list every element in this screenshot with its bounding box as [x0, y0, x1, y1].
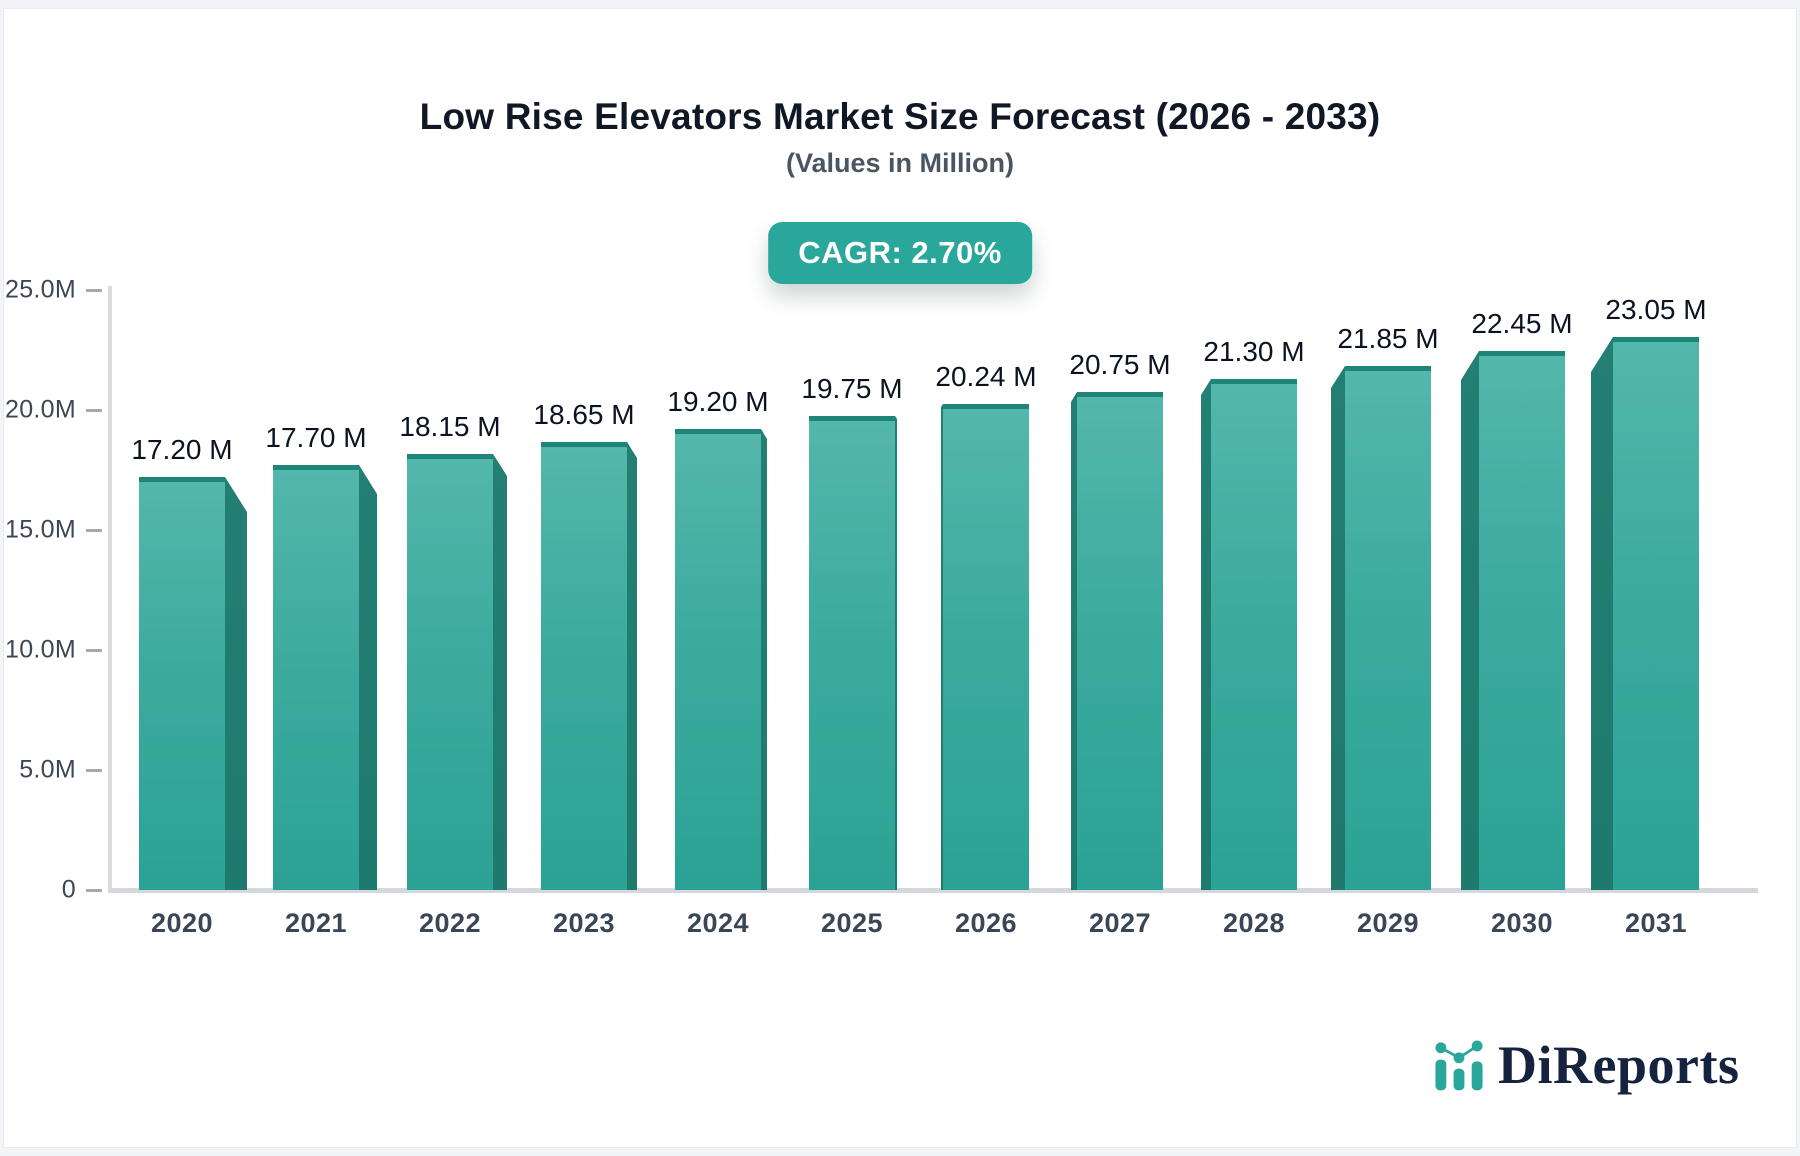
- bar-side: [761, 429, 767, 890]
- bar-face: [139, 477, 225, 890]
- bar-side: [895, 416, 897, 890]
- bar-side: [1331, 366, 1345, 890]
- x-axis-label: 2024: [686, 908, 750, 938]
- x-axis-label: 2020: [150, 908, 214, 938]
- bar-face: [407, 454, 493, 890]
- cagr-badge: CAGR: 2.70%: [768, 222, 1032, 284]
- y-axis-label: 25.0M: [5, 275, 76, 304]
- bar-value-label: 21.85 M: [1337, 323, 1439, 354]
- y-axis-label: 0: [61, 875, 76, 904]
- y-axis-tick: [86, 409, 102, 412]
- x-axis-label: 2031: [1624, 908, 1688, 938]
- y-axis-label: 5.0M: [19, 755, 76, 784]
- bar-value-label: 18.15 M: [399, 411, 501, 442]
- y-axis-label: 10.0M: [5, 635, 76, 664]
- bar-2031: [1591, 337, 1699, 890]
- bar-value-label: 20.24 M: [935, 361, 1037, 392]
- bar-face: [541, 442, 627, 890]
- y-axis-tick: [86, 529, 102, 532]
- bar-value-label: 19.75 M: [801, 373, 903, 404]
- x-axis-label: 2030: [1490, 908, 1554, 938]
- bar-side: [1201, 379, 1211, 890]
- bar-face: [1077, 392, 1163, 890]
- x-axis-label: 2028: [1222, 908, 1286, 938]
- bar-face: [943, 404, 1029, 890]
- x-axis-label: 2029: [1356, 908, 1420, 938]
- bar-2027: [1071, 392, 1163, 890]
- y-axis-label: 20.0M: [5, 395, 76, 424]
- y-axis-tick: [86, 889, 102, 892]
- bar-value-label: 18.65 M: [533, 399, 635, 430]
- bar-2028: [1201, 379, 1297, 890]
- bar-face: [809, 416, 895, 890]
- page-title: Low Rise Elevators Market Size Forecast …: [419, 96, 1381, 137]
- bar-value-label: 17.20 M: [131, 434, 233, 465]
- x-axis-label: 2021: [284, 908, 348, 938]
- bar-face: [1211, 379, 1297, 890]
- y-axis-tick: [86, 649, 102, 652]
- bar-2026: [941, 404, 1029, 890]
- x-axis-label: 2022: [418, 908, 482, 938]
- bar-2029: [1331, 366, 1431, 890]
- bar-2021: [273, 465, 377, 890]
- bar-side: [1071, 392, 1077, 890]
- brand-logo-icon: [1435, 1040, 1483, 1091]
- bar-2025: [809, 416, 897, 890]
- bar-side: [359, 465, 377, 890]
- x-axis-label: 2027: [1088, 908, 1152, 938]
- bar-face: [1613, 337, 1699, 890]
- y-axis-label: 15.0M: [5, 515, 76, 544]
- bar-face: [675, 429, 761, 890]
- bar-2022: [407, 454, 507, 890]
- bar-side: [1461, 351, 1479, 890]
- bar-face: [1479, 351, 1565, 890]
- bar-value-label: 22.45 M: [1471, 308, 1573, 339]
- bar-side: [225, 477, 247, 890]
- x-axis-label: 2026: [954, 908, 1018, 938]
- x-axis-label: 2023: [552, 908, 616, 938]
- bar-side: [1591, 337, 1613, 890]
- page-subtitle: (Values in Million): [785, 148, 1015, 178]
- bar-face: [1345, 366, 1431, 890]
- bar-value-label: 20.75 M: [1069, 349, 1171, 380]
- brand-logo: DiReports: [1430, 1034, 1739, 1096]
- y-axis-line: [108, 286, 112, 892]
- bar-value-label: 23.05 M: [1605, 294, 1707, 325]
- bar-2023: [541, 442, 637, 890]
- bar-value-label: 21.30 M: [1203, 336, 1305, 367]
- brand-logo-text: DiReports: [1498, 1035, 1740, 1095]
- bar-face: [273, 465, 359, 890]
- x-axis-line: [108, 888, 1758, 893]
- bar-side: [493, 454, 507, 890]
- bar-side: [627, 442, 637, 890]
- bar-value-label: 19.20 M: [667, 386, 769, 417]
- bar-2024: [675, 429, 767, 890]
- x-axis-label: 2025: [820, 908, 884, 938]
- bar-2030: [1461, 351, 1565, 890]
- bar-value-label: 17.70 M: [265, 422, 367, 453]
- y-axis-tick: [86, 769, 102, 772]
- bar-side: [941, 404, 943, 890]
- bar-2020: [139, 477, 247, 890]
- y-axis-tick: [86, 289, 102, 292]
